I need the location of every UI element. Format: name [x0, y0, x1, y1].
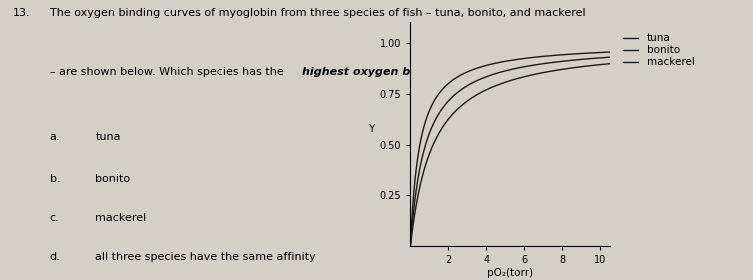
mackerel [605, 62, 614, 65]
bonito [501, 69, 510, 73]
mackerel [525, 74, 534, 77]
Text: mackerel: mackerel [95, 213, 147, 223]
bonito [501, 69, 511, 72]
tuna [601, 51, 610, 54]
bonito [601, 56, 610, 59]
mackerel [601, 62, 610, 66]
Text: b.: b. [50, 174, 60, 184]
X-axis label: pO₂(torr): pO₂(torr) [487, 268, 533, 278]
Line: bonito: bonito [410, 57, 610, 246]
tuna [569, 52, 578, 56]
bonito [406, 245, 415, 248]
Text: tuna: tuna [95, 132, 120, 142]
Text: 13.: 13. [12, 8, 30, 18]
Legend: tuna, bonito, mackerel: tuna, bonito, mackerel [623, 33, 694, 67]
tuna [514, 58, 523, 61]
mackerel [569, 66, 578, 69]
Text: bonito: bonito [95, 174, 130, 184]
bonito [569, 59, 578, 62]
Text: c.: c. [50, 213, 59, 223]
Text: d.: d. [50, 252, 60, 262]
Text: all three species have the same affinity: all three species have the same affinity [95, 252, 316, 262]
bonito [525, 64, 534, 67]
bonito [514, 66, 523, 69]
mackerel [501, 81, 510, 84]
Text: highest oxygen binding affinity?: highest oxygen binding affinity? [301, 67, 505, 77]
mackerel [514, 77, 523, 80]
tuna [501, 59, 511, 63]
tuna [406, 245, 415, 248]
mackerel [406, 245, 415, 248]
Text: a.: a. [50, 132, 60, 142]
tuna [525, 56, 534, 60]
bonito [605, 55, 614, 59]
mackerel [501, 80, 511, 83]
Line: tuna: tuna [410, 52, 610, 246]
Text: The oxygen binding curves of myoglobin from three species of fish – tuna, bonito: The oxygen binding curves of myoglobin f… [50, 8, 585, 18]
tuna [501, 60, 510, 63]
Line: mackerel: mackerel [410, 64, 610, 246]
tuna [605, 50, 614, 54]
Text: – are shown below. Which species has the: – are shown below. Which species has the [50, 67, 287, 77]
Y-axis label: Y: Y [368, 124, 374, 134]
